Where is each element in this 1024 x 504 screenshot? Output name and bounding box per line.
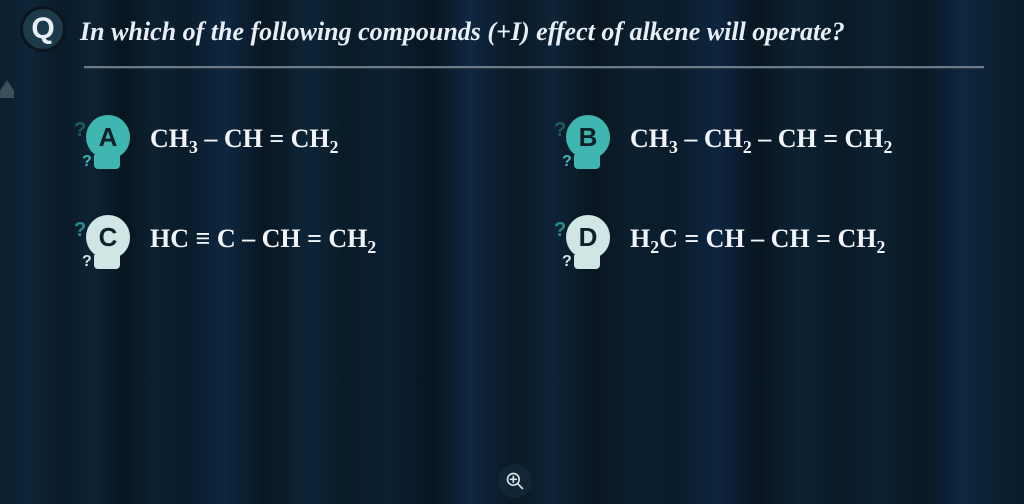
option-badge-b: ? ? B: [560, 113, 612, 165]
question-row: Q In which of the following compounds (+…: [20, 6, 1014, 52]
option-a[interactable]: ? ? A CH3 – CH = CH2: [80, 113, 520, 165]
option-letter: B: [579, 122, 598, 153]
option-d[interactable]: ? ? D H2C = CH – CH = CH2: [560, 213, 1000, 265]
option-letter: D: [579, 222, 598, 253]
option-c[interactable]: ? ? C HC ≡ C – CH = CH2: [80, 213, 520, 265]
head-icon: D: [566, 215, 610, 259]
option-badge-d: ? ? D: [560, 213, 612, 265]
scroll-hint-icon: [0, 80, 14, 98]
option-badge-c: ? ? C: [80, 213, 132, 265]
question-slide: Q In which of the following compounds (+…: [0, 0, 1024, 504]
thinking-icon: ?: [554, 219, 566, 242]
thinking-icon: ?: [74, 219, 86, 242]
thinking-icon: ?: [562, 153, 572, 171]
head-icon: C: [86, 215, 130, 259]
question-badge: Q: [20, 6, 66, 52]
magnify-plus-icon: [505, 471, 525, 491]
thinking-icon: ?: [82, 253, 92, 271]
thinking-icon: ?: [562, 253, 572, 271]
option-formula: CH3 – CH2 – CH = CH2: [630, 124, 892, 154]
option-letter: C: [99, 222, 118, 253]
thinking-icon: ?: [82, 153, 92, 171]
question-badge-letter: Q: [31, 12, 54, 46]
thinking-icon: ?: [74, 119, 86, 142]
option-formula: H2C = CH – CH = CH2: [630, 224, 885, 254]
option-letter: A: [99, 122, 118, 153]
option-b[interactable]: ? ? B CH3 – CH2 – CH = CH2: [560, 113, 1000, 165]
divider: [84, 66, 984, 69]
option-badge-a: ? ? A: [80, 113, 132, 165]
head-icon: A: [86, 115, 130, 159]
question-text: In which of the following compounds (+I)…: [80, 6, 845, 49]
options-grid: ? ? A CH3 – CH = CH2 ? ? B CH3 – CH2 – C…: [80, 113, 1014, 265]
head-icon: B: [566, 115, 610, 159]
thinking-icon: ?: [554, 119, 566, 142]
option-formula: CH3 – CH = CH2: [150, 124, 339, 154]
zoom-button[interactable]: [498, 464, 532, 498]
option-formula: HC ≡ C – CH = CH2: [150, 224, 376, 254]
